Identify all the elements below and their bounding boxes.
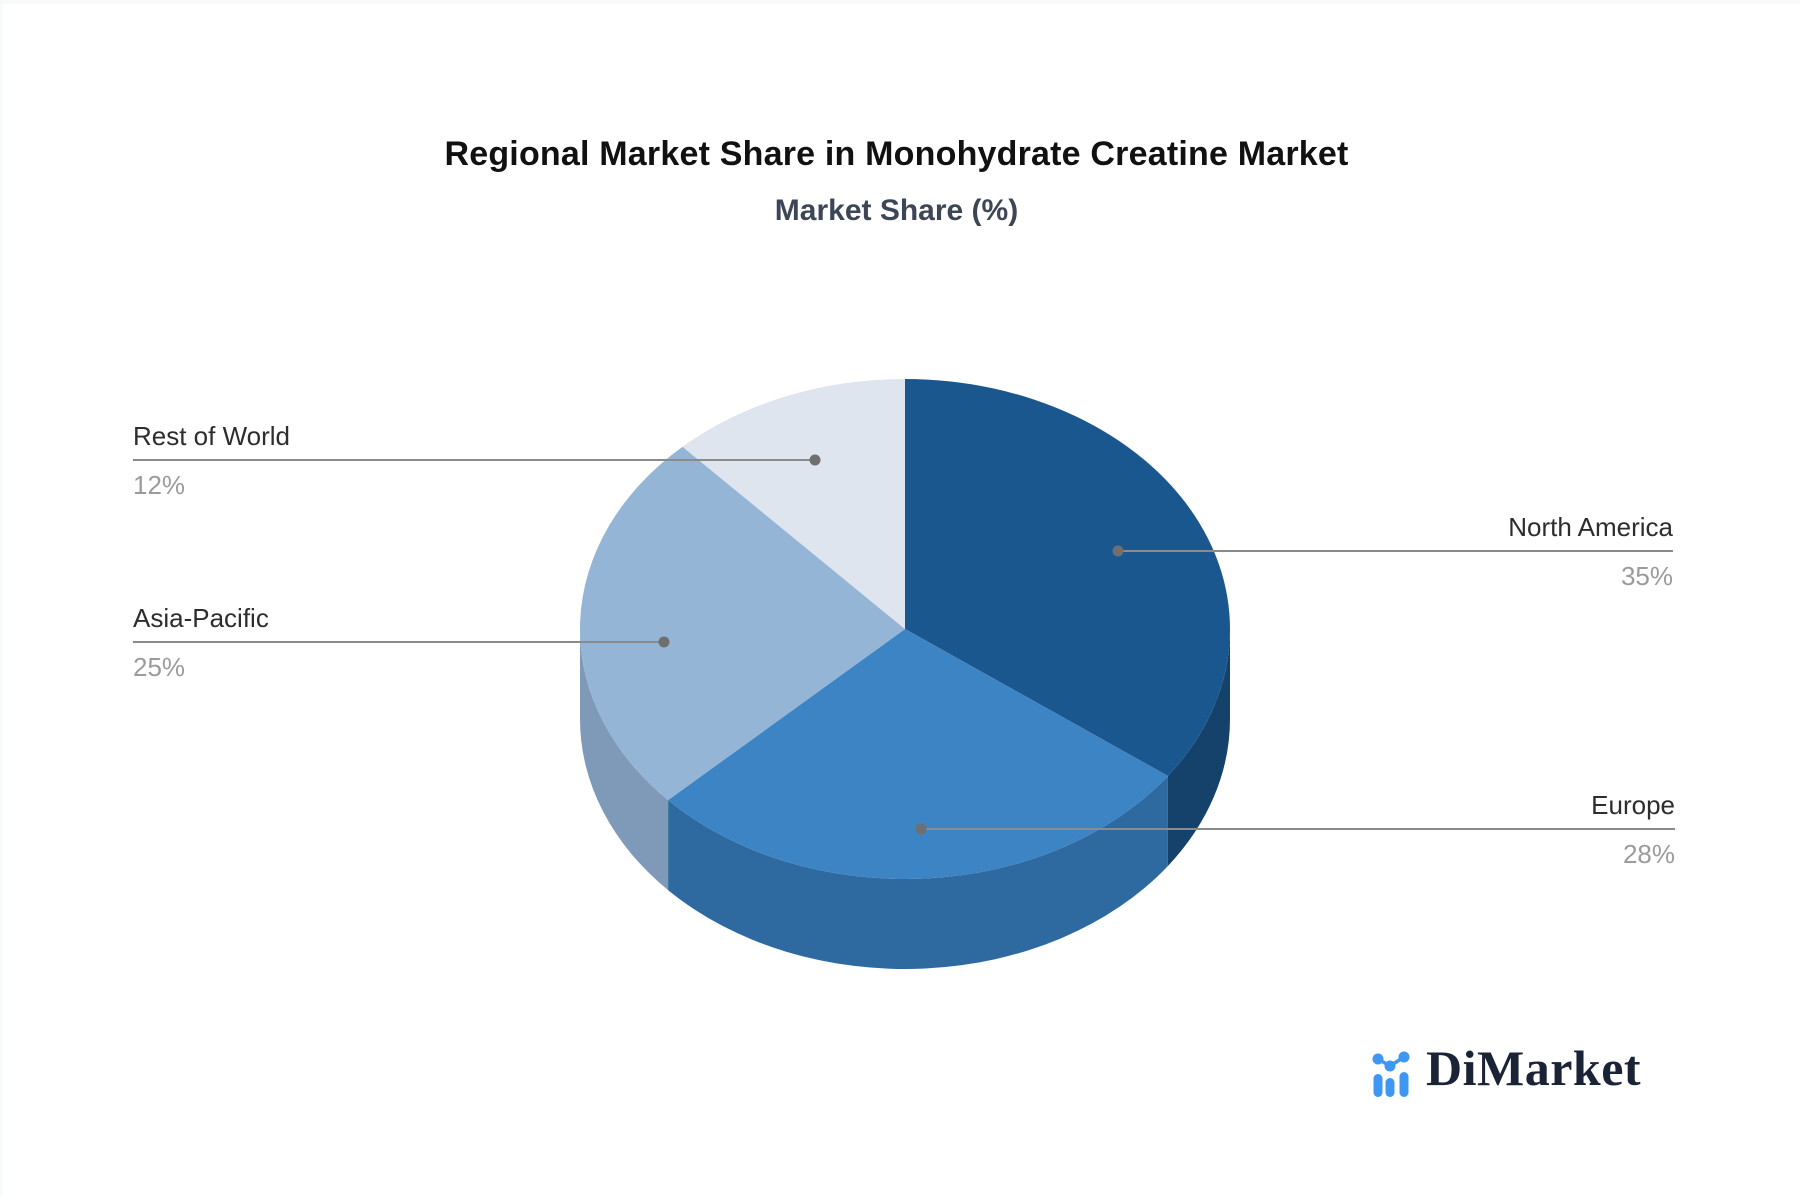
- callout-line: [133, 454, 821, 466]
- callout-europe: Europe 28%: [915, 788, 1675, 871]
- callout-line: [133, 636, 670, 648]
- callout-asia-pacific: Asia-Pacific 25%: [133, 601, 670, 684]
- pie-slice-side-north-america: [1167, 629, 1230, 866]
- callout-value: 35%: [1620, 561, 1673, 591]
- callout-label: Asia-Pacific: [133, 603, 269, 633]
- callout-value: 25%: [133, 652, 186, 682]
- pie-slice-side-europe: [668, 775, 1168, 970]
- pie-slice-north-america[interactable]: [905, 379, 1230, 776]
- callout-value: 28%: [1622, 839, 1675, 869]
- chart-title: Regional Market Share in Monohydrate Cre…: [444, 135, 1349, 173]
- callout-line: [1112, 545, 1673, 557]
- callout-line: [915, 823, 1675, 835]
- chart-subtitle: Market Share (%): [774, 194, 1019, 227]
- callout-north-america: North America 35%: [1112, 510, 1673, 593]
- brand-logo: DiMarket: [1363, 1040, 1641, 1100]
- pie-slice-europe[interactable]: [668, 629, 1168, 879]
- pie-chart: [580, 379, 1230, 970]
- callout-dot: [915, 823, 927, 835]
- callout-label: North America: [1508, 512, 1673, 542]
- callout-dot: [1112, 545, 1124, 557]
- callout-rest-of-world: Rest of World 12%: [133, 419, 821, 502]
- pie-slice-rest-of-world[interactable]: [682, 379, 905, 629]
- logo-text: DiMarket: [1426, 1040, 1642, 1096]
- callout-dot: [809, 454, 821, 466]
- callout-label: Europe: [1591, 790, 1675, 820]
- bar-line-chart-icon: [1372, 1051, 1410, 1097]
- callout-dot: [658, 636, 670, 648]
- callout-label: Rest of World: [133, 421, 291, 451]
- callout-value: 12%: [133, 470, 186, 500]
- pie-slice-side-asia-pacific: [580, 629, 669, 891]
- pie-slice-asia-pacific[interactable]: [580, 446, 905, 801]
